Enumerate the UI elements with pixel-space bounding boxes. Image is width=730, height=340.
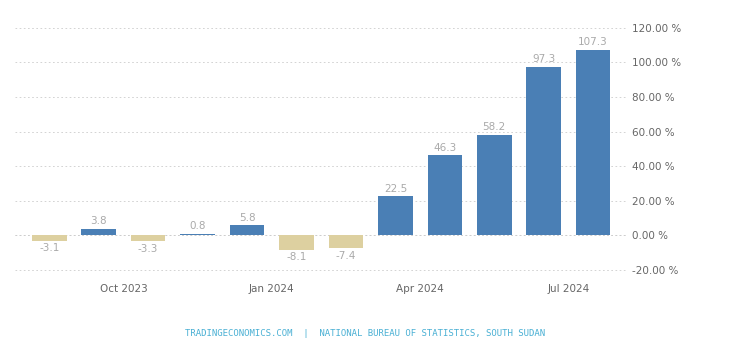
Bar xyxy=(328,236,364,248)
Text: -3.1: -3.1 xyxy=(39,243,59,253)
Text: -3.3: -3.3 xyxy=(138,244,158,254)
Bar xyxy=(526,67,561,236)
Text: -7.4: -7.4 xyxy=(336,251,356,261)
Bar xyxy=(180,234,215,236)
Bar xyxy=(32,236,66,241)
Bar xyxy=(131,236,166,241)
Bar xyxy=(230,225,264,236)
Bar xyxy=(477,135,512,236)
Text: 107.3: 107.3 xyxy=(578,37,608,47)
Text: 5.8: 5.8 xyxy=(239,213,255,223)
Text: 0.8: 0.8 xyxy=(189,221,206,232)
Text: 97.3: 97.3 xyxy=(532,54,556,64)
Text: 46.3: 46.3 xyxy=(433,143,456,153)
Bar xyxy=(576,50,610,236)
Bar xyxy=(81,229,116,236)
Bar xyxy=(428,155,462,236)
Text: 22.5: 22.5 xyxy=(384,184,407,194)
Text: 3.8: 3.8 xyxy=(91,216,107,226)
Text: -8.1: -8.1 xyxy=(286,252,307,262)
Text: 58.2: 58.2 xyxy=(483,122,506,132)
Bar xyxy=(378,197,412,236)
Text: TRADINGECONOMICS.COM  |  NATIONAL BUREAU OF STATISTICS, SOUTH SUDAN: TRADINGECONOMICS.COM | NATIONAL BUREAU O… xyxy=(185,329,545,338)
Bar xyxy=(279,236,314,250)
